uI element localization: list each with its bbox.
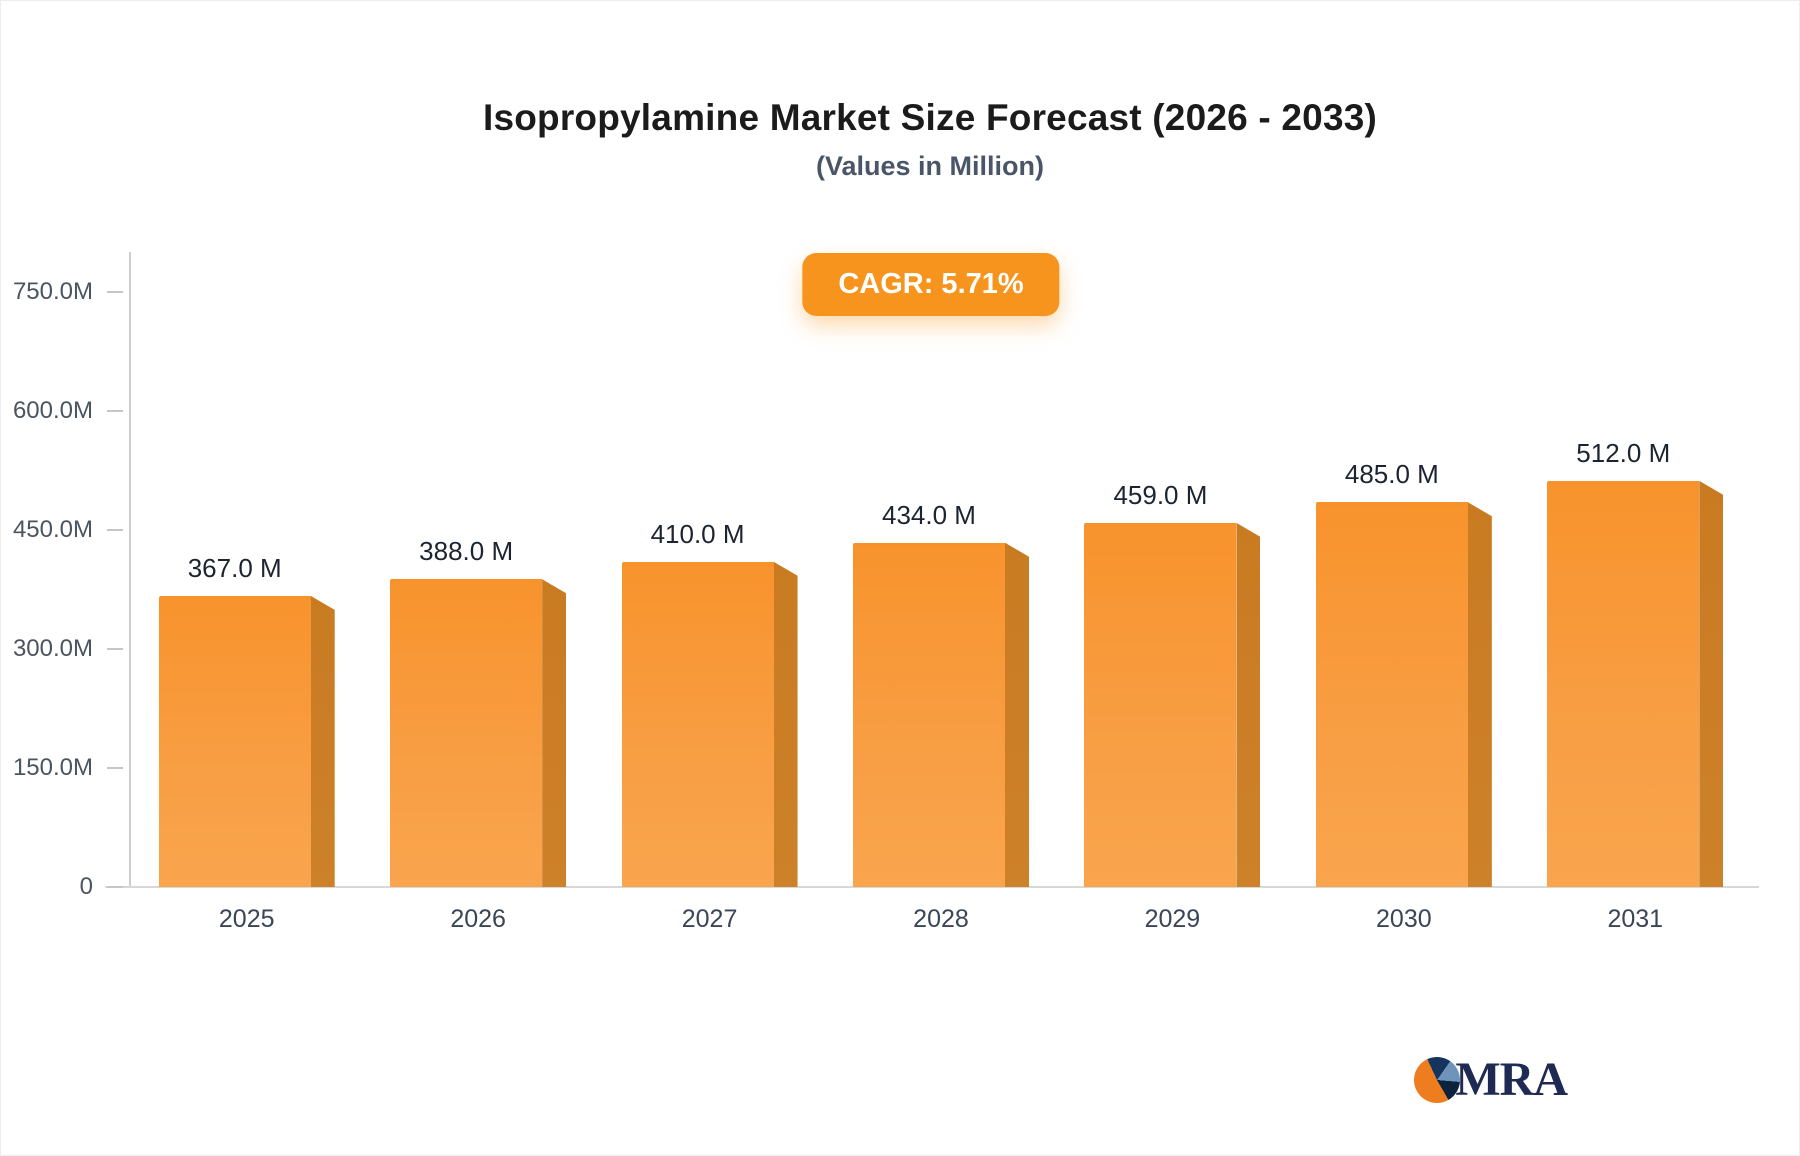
bar-2030 xyxy=(1315,502,1492,887)
y-axis-tick-mark xyxy=(107,767,123,769)
bar-2031 xyxy=(1547,480,1724,887)
bar-2026 xyxy=(390,579,567,887)
bar-face xyxy=(621,561,774,887)
y-axis-tick-mark xyxy=(107,648,123,650)
bar-face xyxy=(1084,522,1237,887)
x-axis-tick-label: 2025 xyxy=(218,905,275,933)
x-axis-tick-label: 2026 xyxy=(450,905,506,933)
bar-side-shadow xyxy=(773,561,798,887)
bar-value-label: 388.0 M xyxy=(419,536,514,567)
x-axis-tick-label: 2028 xyxy=(913,905,969,933)
y-axis-tick-label: 0 xyxy=(79,873,93,900)
bar-value-label: 459.0 M xyxy=(1113,479,1208,510)
x-axis-tick-label: 2027 xyxy=(681,905,738,933)
bar-face xyxy=(390,579,543,887)
bar-2028 xyxy=(853,542,1029,887)
y-axis-tick-label: 150.0M xyxy=(12,754,93,781)
cagr-badge: CAGR: 5.71% xyxy=(802,253,1060,316)
bar-side-shadow xyxy=(1467,502,1492,887)
bar-face xyxy=(853,542,1005,887)
x-axis-line xyxy=(105,886,1759,888)
bar-side-shadow xyxy=(1005,542,1029,887)
y-axis-tick-mark xyxy=(107,410,123,412)
bar-value-label: 434.0 M xyxy=(882,499,976,530)
bar-value-label: 485.0 M xyxy=(1344,459,1439,490)
y-axis-tick-label: 600.0M xyxy=(12,397,93,424)
bar-2025 xyxy=(158,595,335,887)
y-axis-tick-mark xyxy=(107,886,123,888)
y-axis-tick-mark xyxy=(107,529,123,531)
bar-value-label: 512.0 M xyxy=(1576,437,1671,468)
y-axis-tick-label: 450.0M xyxy=(12,516,93,543)
bar-face xyxy=(158,595,311,887)
chart-title: Isopropylamine Market Size Forecast (202… xyxy=(482,97,1378,138)
bar-chart-plot: 0 150.0M 300.0M 450.0M 600.0M 750.0M 367.0 M 20… xyxy=(13,252,1759,933)
bar-face xyxy=(1547,480,1700,887)
y-axis-tick-mark xyxy=(107,291,123,293)
bar-side-shadow xyxy=(1699,480,1724,887)
bar-side-shadow xyxy=(310,595,335,887)
bar-side-shadow xyxy=(542,579,567,887)
bar-face xyxy=(1315,502,1468,887)
mra-logo-pie-icon xyxy=(1414,1056,1461,1103)
bar-side-shadow xyxy=(1236,522,1261,887)
bar-value-label: 367.0 M xyxy=(187,552,282,583)
x-axis-tick-label: 2030 xyxy=(1376,905,1432,933)
x-axis-tick-label: 2029 xyxy=(1144,905,1201,933)
bar-2029 xyxy=(1084,522,1261,887)
bar-value-label: 410.0 M xyxy=(650,518,745,549)
x-axis-tick-label: 2031 xyxy=(1607,905,1664,933)
y-axis-tick-label: 300.0M xyxy=(12,635,93,662)
bar-2027 xyxy=(621,561,798,887)
mra-logo-text: MRA xyxy=(1455,1053,1568,1106)
y-axis-tick-label: 750.0M xyxy=(12,278,93,305)
chart-subtitle: (Values in Million) xyxy=(815,151,1045,181)
y-axis-line xyxy=(129,252,131,887)
mra-logo: MRA xyxy=(1414,1052,1568,1107)
